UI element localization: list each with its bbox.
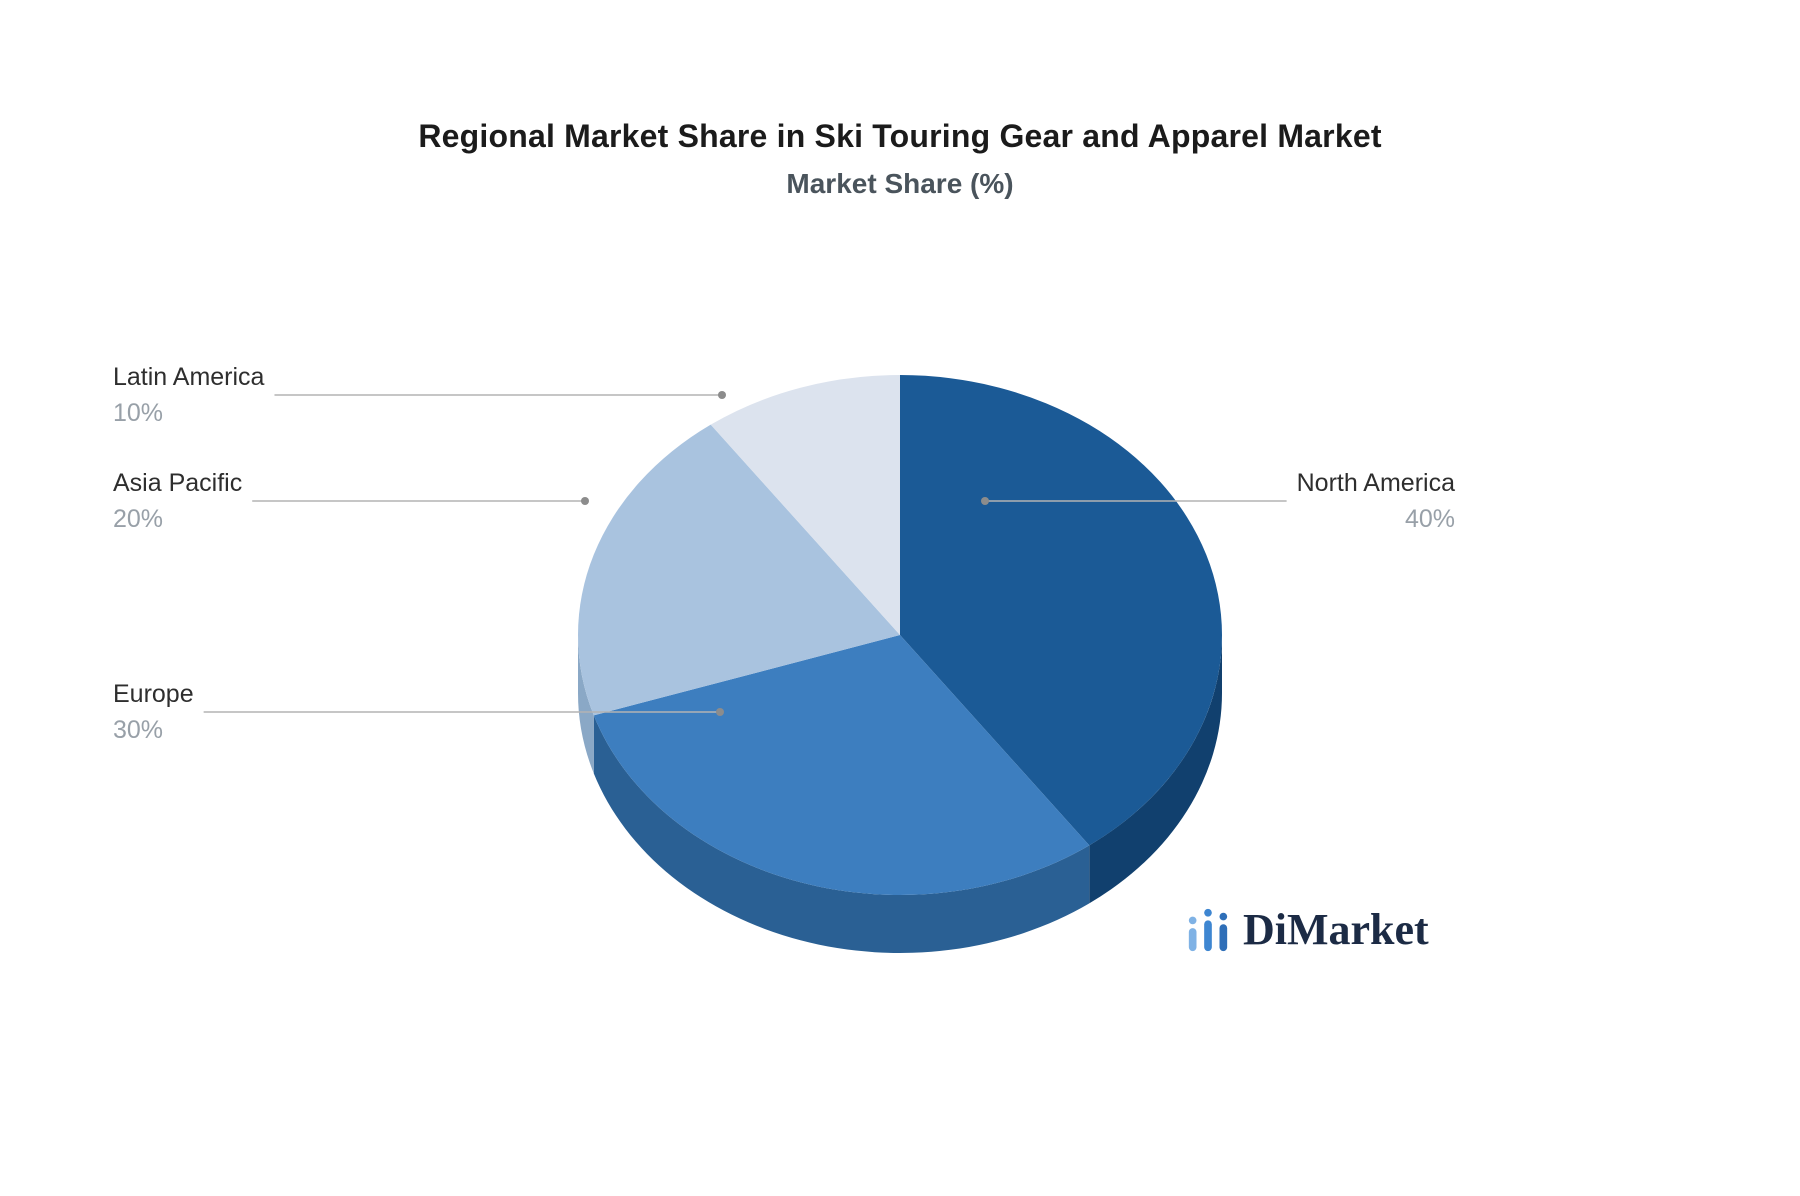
pie-slice-side-asia-pacific — [578, 635, 594, 774]
slice-label-asia-pacific: Asia Pacific — [113, 469, 242, 497]
pie-slice-asia-pacific — [578, 424, 900, 716]
pie-slice-latin-america — [710, 375, 900, 635]
slice-value-europe: 30% — [113, 716, 163, 744]
leader-dot-asia-pacific — [581, 497, 589, 505]
bar-chart-icon — [1188, 908, 1228, 952]
pie-slice-north-america — [900, 375, 1222, 846]
leader-dot-latin-america — [718, 391, 726, 399]
slice-value-latin-america: 10% — [113, 399, 163, 427]
chart-title: Regional Market Share in Ski Touring Gea… — [418, 118, 1382, 154]
brand-logo: DiMarket — [1185, 905, 1429, 955]
pie-slice-europe — [593, 635, 1090, 895]
leader-dot-north-america — [981, 497, 989, 505]
chart-subtitle: Market Share (%) — [786, 168, 1014, 199]
pie-slice-side-europe — [593, 715, 1090, 953]
slice-label-north-america: North America — [1297, 469, 1455, 497]
pie-slice-side-north-america — [1089, 635, 1222, 904]
slice-label-europe: Europe — [113, 680, 194, 708]
leader-dot-europe — [716, 708, 724, 716]
slice-label-latin-america: Latin America — [113, 363, 265, 391]
brand-name: DiMarket — [1243, 905, 1429, 954]
slice-value-asia-pacific: 20% — [113, 505, 163, 533]
slice-value-north-america: 40% — [1405, 505, 1455, 533]
